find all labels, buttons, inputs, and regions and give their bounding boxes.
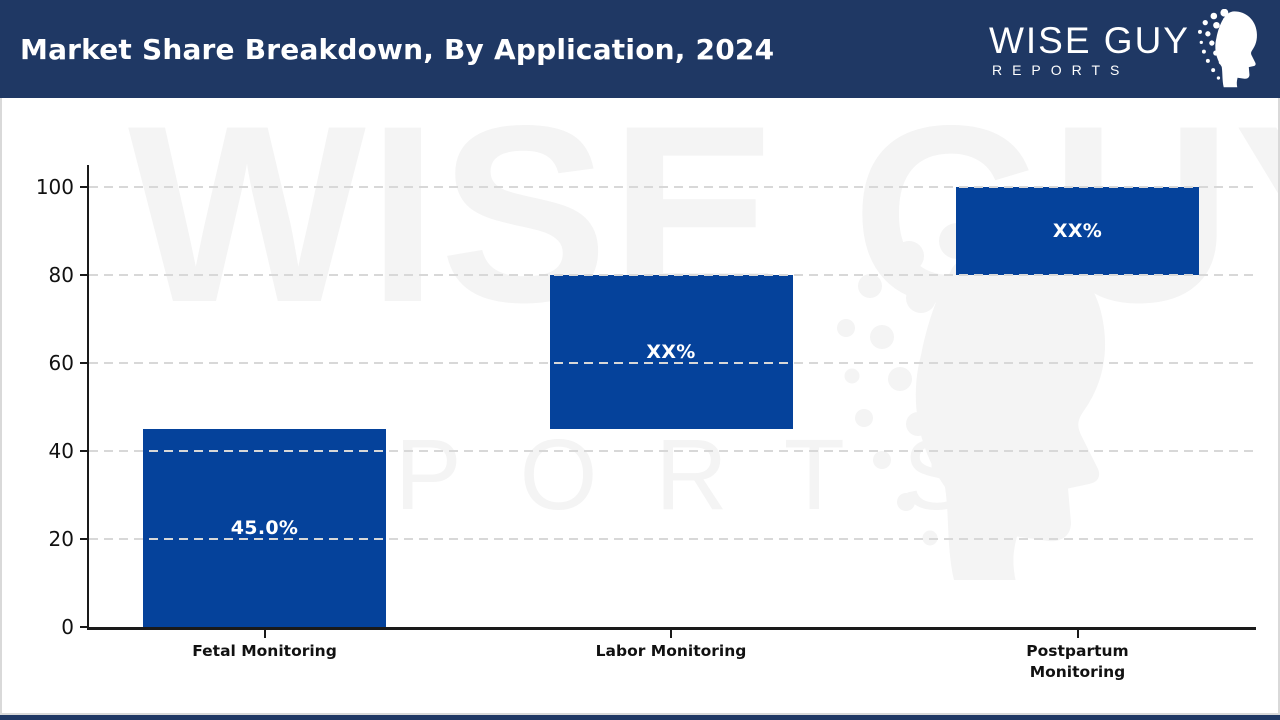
x-tick-mark-1 — [263, 630, 266, 638]
frame-left-edge — [0, 98, 2, 714]
header-band: Market Share Breakdown, By Application, … — [0, 0, 1280, 98]
y-axis-line — [87, 165, 89, 629]
page-title: Market Share Breakdown, By Application, … — [20, 32, 775, 66]
wiseguy-face-icon — [1197, 9, 1257, 88]
frame-right-edge — [1278, 98, 1280, 714]
y-tick-label-100: 100 — [35, 175, 74, 199]
gridline-100 — [89, 186, 1256, 188]
logo-subtext: REPORTS — [991, 61, 1130, 78]
frame-bottom-edge — [0, 713, 1280, 715]
y-tick-label-0: 0 — [61, 615, 74, 639]
bar-value-label: XX% — [1052, 220, 1103, 242]
y-tick-label-40: 40 — [48, 439, 74, 463]
y-tick-mark-20 — [80, 538, 88, 540]
gridline-20 — [89, 538, 1256, 540]
y-tick-mark-60 — [80, 362, 88, 364]
x-axis-line — [87, 627, 1256, 630]
y-tick-label-20: 20 — [48, 527, 74, 551]
y-tick-label-60: 60 — [48, 351, 74, 375]
x-category-label: Fetal Monitoring — [192, 642, 337, 660]
y-tick-mark-100 — [80, 186, 88, 188]
wiseguy-logo-text: WISE GUY REPORTS — [989, 22, 1190, 77]
x-category-label: Postpartum Monitoring — [1026, 642, 1129, 681]
gridline-40 — [89, 450, 1256, 452]
x-category-label: Labor Monitoring — [595, 642, 747, 660]
bar-fetal-monitoring: 45.0% — [143, 429, 386, 627]
gridline-80 — [89, 274, 1256, 276]
y-tick-mark-0 — [80, 626, 88, 628]
bar-value-label: XX% — [646, 341, 696, 363]
y-tick-mark-40 — [80, 450, 88, 452]
logo-wordmark: WISE GUY — [988, 19, 1190, 61]
footer-band — [0, 715, 1280, 720]
bar-value-label: 45.0% — [230, 517, 299, 539]
x-tick-mark-3 — [1076, 630, 1079, 638]
bar-postpartum-monitoring: XX% — [956, 187, 1199, 275]
bar-labor-monitoring: XX% — [549, 275, 793, 429]
wiseguy-logo: WISE GUY REPORTS — [989, 9, 1262, 89]
y-tick-mark-80 — [80, 274, 88, 276]
y-tick-label-80: 80 — [48, 263, 74, 287]
gridline-60 — [89, 362, 1256, 364]
x-tick-mark-2 — [670, 630, 672, 638]
